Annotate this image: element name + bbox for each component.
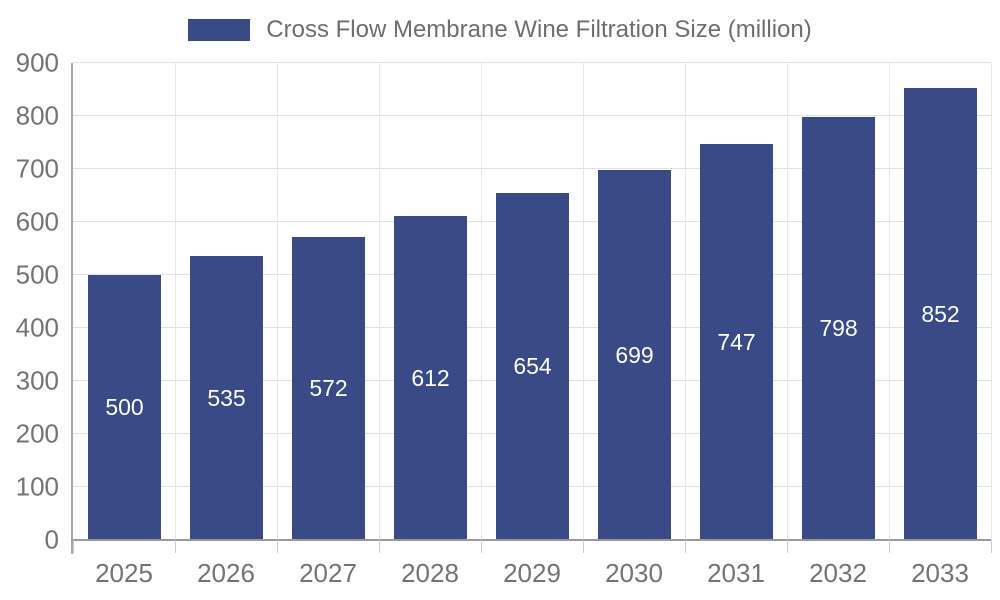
y-tick-label: 600 — [15, 206, 59, 237]
y-tick-label: 200 — [15, 418, 59, 449]
x-axis-tick — [787, 540, 788, 553]
bar-value-label: 798 — [819, 315, 858, 341]
v-gridline — [277, 63, 278, 540]
x-axis-tick — [889, 540, 890, 553]
x-tick-label: 2030 — [605, 558, 663, 588]
v-gridline — [889, 63, 890, 540]
h-gridline — [73, 62, 991, 63]
y-tick-label: 900 — [15, 47, 59, 78]
x-axis-tick — [73, 540, 74, 553]
v-gridline — [991, 63, 992, 540]
x-axis-tick — [379, 540, 380, 553]
bar[interactable]: 747 — [700, 144, 773, 540]
x-tick-label: 2026 — [197, 558, 255, 588]
v-gridline — [379, 63, 380, 540]
legend-swatch-icon — [188, 19, 251, 41]
bar-value-label: 852 — [921, 300, 960, 327]
x-axis-line — [71, 539, 991, 541]
bar-value-label: 747 — [717, 328, 756, 355]
bar[interactable]: 500 — [88, 275, 161, 540]
x-tick-label: 2025 — [95, 558, 153, 588]
y-tick-label: 300 — [15, 365, 59, 396]
legend-item[interactable]: Cross Flow Membrane Wine Filtration Size… — [188, 16, 812, 44]
bar-value-label: 572 — [309, 375, 348, 401]
x-tick-label: 2028 — [401, 558, 459, 588]
x-axis-tick — [583, 540, 584, 553]
v-gridline — [583, 63, 584, 540]
x-tick-label: 2029 — [503, 558, 561, 588]
x-tick-label: 2033 — [911, 558, 969, 588]
y-tick-label: 500 — [15, 259, 59, 290]
bar[interactable]: 852 — [904, 88, 977, 540]
x-axis-tick — [991, 540, 992, 553]
y-tick-label: 700 — [15, 153, 59, 184]
bar-value-label: 699 — [615, 341, 654, 368]
plot-area: 500 535 572 612 654 699 747 798 852 0 100 200 300 40… — [16, 48, 992, 588]
v-gridline — [787, 63, 788, 540]
x-axis-tick — [277, 540, 278, 553]
bar[interactable]: 535 — [190, 256, 263, 540]
v-gridline — [685, 63, 686, 540]
v-gridline — [175, 63, 176, 540]
y-tick-label: 400 — [15, 312, 59, 343]
legend: Cross Flow Membrane Wine Filtration Size… — [0, 16, 1000, 44]
h-gridline — [73, 115, 991, 116]
bar[interactable]: 699 — [598, 170, 671, 540]
x-axis-tick — [685, 540, 686, 553]
bar-value-label: 612 — [411, 364, 450, 391]
x-axis-tick — [175, 540, 176, 553]
bar[interactable]: 572 — [292, 237, 365, 540]
bar-value-label: 535 — [207, 384, 246, 411]
y-tick-label: 800 — [15, 100, 59, 131]
x-tick-label: 2031 — [707, 558, 765, 588]
bar-value-label: 500 — [105, 394, 144, 420]
y-tick-label: 100 — [15, 471, 59, 502]
bar[interactable]: 798 — [802, 117, 875, 540]
legend-label: Cross Flow Membrane Wine Filtration Size… — [266, 16, 812, 43]
y-tick-label: 0 — [44, 524, 59, 555]
x-tick-label: 2032 — [809, 558, 867, 588]
v-gridline — [481, 63, 482, 540]
bar[interactable]: 654 — [496, 193, 569, 540]
y-axis-line — [71, 63, 73, 554]
bar-value-label: 654 — [513, 353, 552, 379]
bar[interactable]: 612 — [394, 216, 467, 540]
x-axis-tick — [481, 540, 482, 553]
h-gridline — [73, 168, 991, 169]
x-tick-label: 2027 — [299, 558, 357, 588]
